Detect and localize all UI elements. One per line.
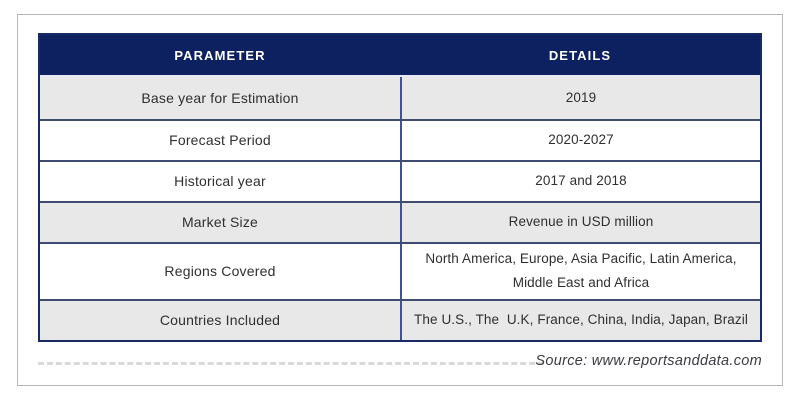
details-cell: North America, Europe, Asia Pacific, Lat… xyxy=(400,244,760,299)
column-header-parameter: PARAMETER xyxy=(174,47,266,63)
table-row: Regions Covered North America, Europe, As… xyxy=(40,242,760,299)
report-scope-table: PARAMETER DETAILS Base year for Estimati… xyxy=(38,33,762,342)
table-row: Base year for Estimation 2019 xyxy=(40,77,760,119)
table-shadow-dashed-line xyxy=(38,362,544,365)
details-value: 2020-2027 xyxy=(548,132,614,148)
parameter-label: Forecast Period xyxy=(169,132,271,148)
outer-frame: PARAMETER DETAILS Base year for Estimati… xyxy=(17,14,783,386)
table-row: Countries Included The U.S., The U.K, Fra… xyxy=(40,298,760,340)
table-header-row: PARAMETER DETAILS xyxy=(40,35,760,77)
parameter-label: Countries Included xyxy=(159,311,281,328)
table-row: Historical year 2017 and 2018 xyxy=(40,160,760,201)
parameter-cell: Countries Included xyxy=(40,301,400,340)
details-value: 2017 and 2018 xyxy=(535,173,627,189)
details-cell: Revenue in USD million xyxy=(400,203,760,242)
details-value: North America, Europe, Asia Pacific, Lat… xyxy=(425,251,741,291)
parameter-cell: Market Size xyxy=(40,203,400,242)
parameter-cell: Historical year xyxy=(40,162,400,201)
details-value: Revenue in USD million xyxy=(508,214,654,230)
parameter-cell: Regions Covered xyxy=(40,244,400,299)
details-cell: 2019 xyxy=(400,77,760,119)
parameter-label: Base year for Estimation xyxy=(141,89,299,106)
details-cell: 2017 and 2018 xyxy=(400,162,760,201)
parameter-label: Market Size xyxy=(181,214,259,230)
column-header-details: DETAILS xyxy=(548,47,612,63)
parameter-label: Historical year xyxy=(174,173,266,189)
table-body: Base year for Estimation 2019 Forecast Per… xyxy=(40,77,760,340)
parameter-cell: Base year for Estimation xyxy=(40,77,400,119)
parameter-label: Regions Covered xyxy=(164,262,276,279)
table-row: Market Size Revenue in USD million xyxy=(40,201,760,242)
details-cell: The U.S., The U.K, France, China, India,… xyxy=(400,300,760,340)
table-row: Forecast Period 2020-2027 xyxy=(40,119,760,160)
details-value: The U.S., The U.K, France, China, India,… xyxy=(414,311,748,327)
source-attribution: Source: www.reportsanddata.com xyxy=(535,353,762,369)
details-value: 2019 xyxy=(565,89,597,105)
details-cell: 2020-2027 xyxy=(400,121,760,160)
parameter-cell: Forecast Period xyxy=(40,121,400,160)
